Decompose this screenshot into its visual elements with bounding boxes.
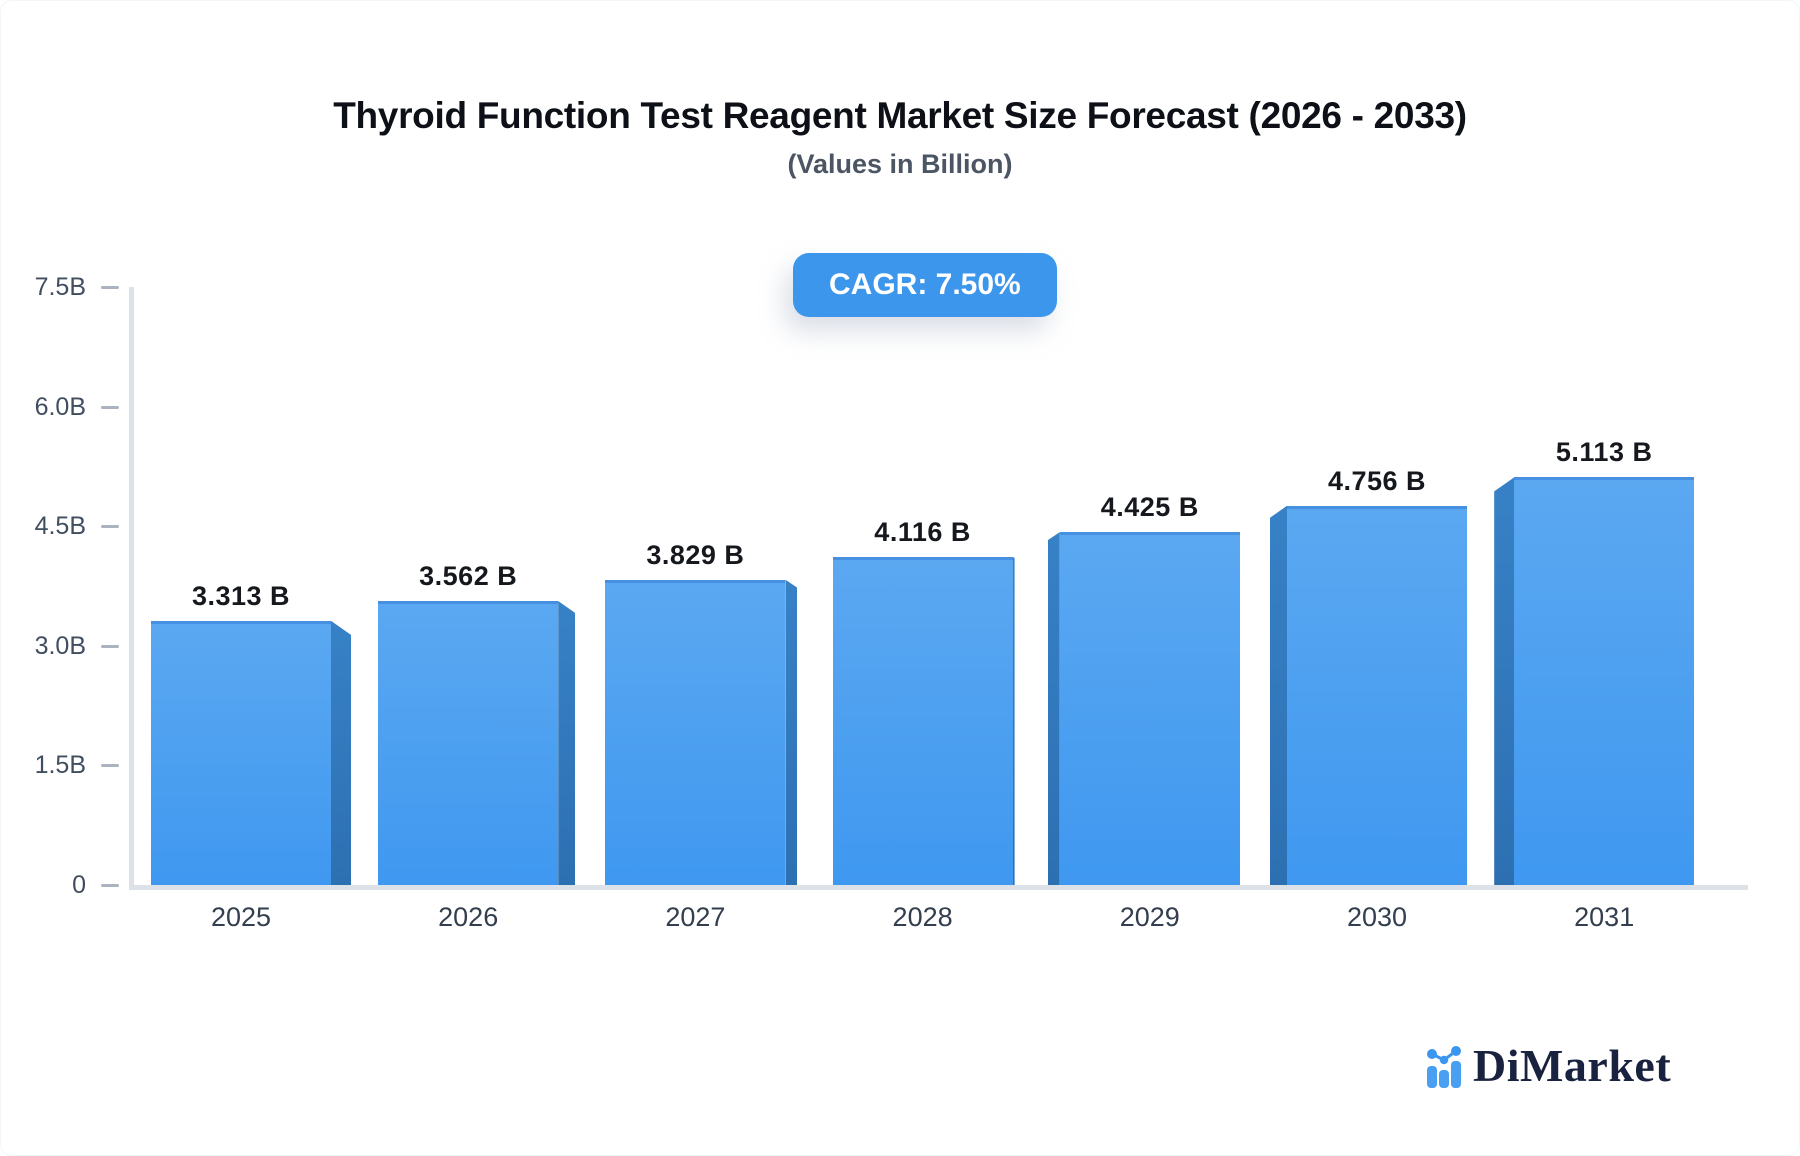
y-axis-tick bbox=[101, 405, 119, 409]
y-axis-tick-label: 6.0B bbox=[34, 392, 86, 421]
x-axis-line bbox=[129, 885, 1748, 890]
bar-value-label: 3.313 B bbox=[191, 580, 291, 611]
x-axis-label-2031: 2031 bbox=[1574, 902, 1635, 932]
bar-2026[interactable] bbox=[378, 600, 559, 885]
y-axis-tick bbox=[101, 286, 119, 289]
bar-2030[interactable] bbox=[1287, 505, 1467, 885]
bar-side-2031 bbox=[1494, 477, 1515, 885]
y-axis-tick-label: 3.0B bbox=[34, 631, 86, 660]
bar-value-label: 4.425 B bbox=[1100, 492, 1199, 523]
bar-chart-logo-icon bbox=[1427, 1046, 1461, 1088]
bar-side-2026 bbox=[558, 600, 576, 885]
bar-value-label: 4.756 B bbox=[1327, 465, 1427, 496]
bar-value-label: 5.113 B bbox=[1555, 437, 1653, 468]
x-axis-label-2026: 2026 bbox=[438, 902, 499, 932]
bar-2027[interactable] bbox=[605, 579, 786, 885]
brand-logo: DiMarket bbox=[1425, 1040, 1672, 1092]
y-axis-tick-label: 4.5B bbox=[34, 512, 86, 541]
y-axis-tick bbox=[101, 644, 119, 648]
chart-title: Thyroid Function Test Reagent Market Siz… bbox=[333, 95, 1467, 136]
x-axis-label-2030: 2030 bbox=[1346, 902, 1408, 932]
bar-value-label: 4.116 B bbox=[874, 516, 971, 547]
y-axis-tick-label: 0 bbox=[72, 871, 86, 899]
cagr-badge: CAGR: 7.50% bbox=[793, 253, 1057, 317]
x-axis-label-2029: 2029 bbox=[1119, 902, 1180, 932]
bar-value-label: 3.562 B bbox=[419, 560, 518, 591]
bar-value-label: 3.829 B bbox=[646, 539, 745, 570]
y-axis-tick-label: 7.5B bbox=[34, 273, 86, 301]
bar-2025[interactable] bbox=[151, 620, 331, 885]
y-axis-line bbox=[129, 287, 134, 887]
bar-side-2030 bbox=[1270, 505, 1287, 885]
bar-side-2028 bbox=[1012, 556, 1015, 885]
y-axis-tick-label: 1.5B bbox=[34, 751, 86, 780]
y-axis-tick bbox=[101, 764, 119, 768]
x-axis-label-2027: 2027 bbox=[665, 902, 726, 932]
y-axis-tick bbox=[101, 525, 119, 529]
bar-side-2027 bbox=[785, 579, 798, 885]
bar-2029[interactable] bbox=[1059, 532, 1240, 885]
bar-side-2025 bbox=[331, 620, 351, 885]
brand-name: DiMarket bbox=[1473, 1040, 1672, 1092]
x-axis-label-2028: 2028 bbox=[892, 902, 953, 932]
y-axis-tick bbox=[101, 884, 119, 887]
bar-2031[interactable] bbox=[1514, 477, 1695, 885]
bar-2028[interactable] bbox=[832, 556, 1013, 885]
x-axis-label-2025: 2025 bbox=[210, 902, 272, 932]
bar-side-2029 bbox=[1047, 532, 1060, 885]
chart-subtitle: (Values in Billion) bbox=[787, 149, 1013, 179]
